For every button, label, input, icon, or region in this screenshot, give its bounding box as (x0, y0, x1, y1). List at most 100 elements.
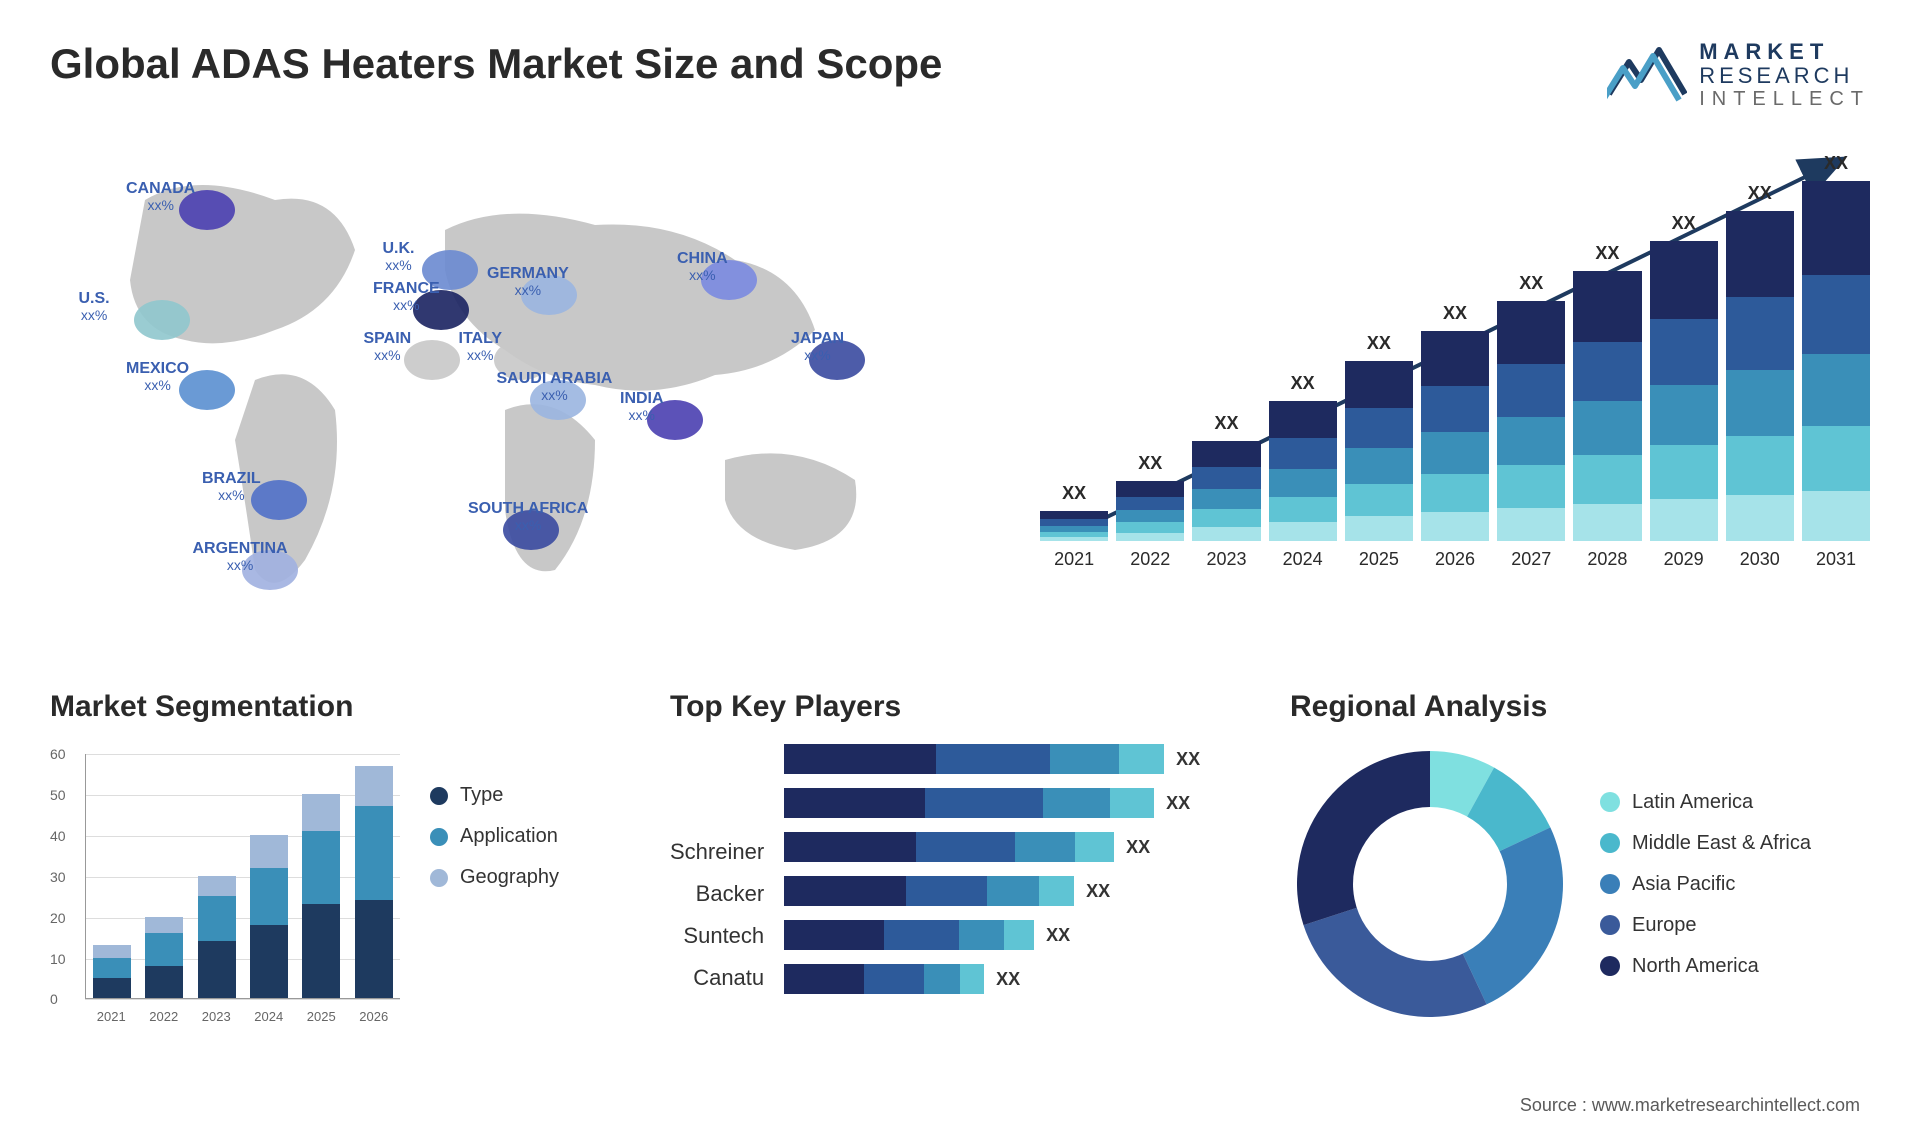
growth-bar-value: XX (1345, 333, 1413, 354)
growth-bar: XX2027 (1497, 301, 1565, 570)
regional-legend-item: North America (1600, 955, 1811, 978)
growth-bar-year: 2031 (1816, 549, 1856, 570)
seg-bar (198, 876, 236, 998)
seg-ytick: 40 (50, 828, 66, 844)
brand-logo: MARKET RESEARCH INTELLECT (1607, 40, 1870, 110)
regional-legend: Latin America Middle East & Africa Asia Pa… (1600, 791, 1811, 978)
regional-legend-item: Middle East & Africa (1600, 832, 1811, 855)
seg-xtick: 2022 (149, 1009, 178, 1024)
key-player-value: XX (1166, 793, 1190, 814)
seg-ytick: 30 (50, 869, 66, 885)
key-player-value: XX (1126, 837, 1150, 858)
regional-donut-chart (1290, 744, 1570, 1024)
key-player-bar: XX (784, 832, 1250, 862)
regional-panel: Regional Analysis Latin AmericaMiddle Ea… (1290, 690, 1870, 1024)
key-player-bar: XX (784, 964, 1250, 994)
top-row: CANADAxx%U.S.xx%MEXICOxx%BRAZILxx%ARGENT… (50, 140, 1870, 640)
segmentation-panel: Market Segmentation 0 10 20 30 40 50 60 2021 20… (50, 690, 630, 1024)
growth-bar: XX2021 (1040, 511, 1108, 570)
seg-ytick: 0 (50, 991, 58, 1007)
seg-legend-item: Application (430, 825, 559, 848)
growth-bar-value: XX (1497, 273, 1565, 294)
seg-xtick: 2021 (97, 1009, 126, 1024)
key-player-name: Backer (696, 881, 764, 907)
regional-legend-item: Europe (1600, 914, 1811, 937)
growth-bar-value: XX (1573, 243, 1641, 264)
growth-bar: XX2030 (1726, 211, 1794, 570)
growth-bar-year: 2029 (1664, 549, 1704, 570)
growth-bar: XX2026 (1421, 331, 1489, 570)
growth-bar-value: XX (1650, 213, 1718, 234)
map-label: SPAINxx% (364, 330, 412, 363)
key-players-names: Schreiner Backer Suntech Canatu (670, 747, 764, 991)
segmentation-legend: Type Application Geography (430, 744, 559, 889)
seg-bar (250, 835, 288, 998)
seg-xtick: 2026 (359, 1009, 388, 1024)
seg-xtick: 2024 (254, 1009, 283, 1024)
logo-text: MARKET RESEARCH INTELLECT (1699, 40, 1870, 110)
key-player-value: XX (1086, 881, 1110, 902)
key-player-name: Suntech (683, 923, 764, 949)
source-attribution: Source : www.marketresearchintellect.com (1520, 1095, 1860, 1116)
growth-bar: XX2029 (1650, 241, 1718, 570)
key-players-title: Top Key Players (670, 690, 1250, 724)
regional-legend-item: Latin America (1600, 791, 1811, 814)
key-player-value: XX (996, 969, 1020, 990)
map-label: MEXICOxx% (126, 360, 189, 393)
growth-bar: XX2024 (1269, 401, 1337, 570)
growth-bar: XX2022 (1116, 481, 1184, 570)
growth-bar-value: XX (1421, 303, 1489, 324)
key-player-name: Canatu (693, 965, 764, 991)
regional-legend-item: Asia Pacific (1600, 873, 1811, 896)
seg-bar (93, 945, 131, 998)
map-label: JAPANxx% (791, 330, 844, 363)
logo-mark-icon (1607, 44, 1687, 107)
growth-bar: XX2025 (1345, 361, 1413, 570)
growth-chart-panel: XX2021XX2022XX2023XX2024XX2025XX2026XX20… (1040, 140, 1870, 640)
logo-line-1: MARKET (1699, 40, 1870, 64)
growth-bar-value: XX (1802, 153, 1870, 174)
key-player-bar: XX (784, 876, 1250, 906)
logo-line-3: INTELLECT (1699, 88, 1870, 110)
seg-ytick: 10 (50, 951, 66, 967)
seg-legend-item: Geography (430, 866, 559, 889)
page-title: Global ADAS Heaters Market Size and Scop… (50, 40, 942, 88)
map-label: BRAZILxx% (202, 470, 261, 503)
header: Global ADAS Heaters Market Size and Scop… (50, 40, 1870, 110)
map-label: CANADAxx% (126, 180, 195, 213)
seg-ytick: 60 (50, 746, 66, 762)
growth-bar: XX2031 (1802, 181, 1870, 570)
growth-bar: XX2028 (1573, 271, 1641, 570)
segmentation-title: Market Segmentation (50, 690, 630, 724)
seg-legend-item: Type (430, 784, 559, 807)
key-player-value: XX (1046, 925, 1070, 946)
map-label: SAUDI ARABIAxx% (497, 370, 613, 403)
growth-bar-year: 2028 (1587, 549, 1627, 570)
seg-bar (355, 766, 393, 999)
key-players-panel: Top Key Players Schreiner Backer Suntech Ca… (670, 690, 1250, 1024)
growth-chart: XX2021XX2022XX2023XX2024XX2025XX2026XX20… (1040, 140, 1870, 600)
world-map-panel: CANADAxx%U.S.xx%MEXICOxx%BRAZILxx%ARGENT… (50, 140, 1000, 640)
growth-bar-year: 2025 (1359, 549, 1399, 570)
map-label: ARGENTINAxx% (193, 540, 288, 573)
seg-bar (302, 794, 340, 998)
growth-bar-value: XX (1040, 483, 1108, 504)
logo-line-2: RESEARCH (1699, 64, 1870, 88)
seg-ytick: 20 (50, 910, 66, 926)
key-player-name: Schreiner (670, 839, 764, 865)
key-player-value: XX (1176, 749, 1200, 770)
segmentation-chart: 0102030405060 202120222023202420252026 (50, 744, 400, 1024)
growth-bar-year: 2023 (1206, 549, 1246, 570)
key-players-bars: XX XX XX XX XX XX (784, 744, 1250, 994)
map-label: INDIAxx% (620, 390, 664, 423)
map-label: ITALYxx% (459, 330, 503, 363)
growth-bar-year: 2022 (1130, 549, 1170, 570)
map-label: U.K.xx% (383, 240, 415, 273)
growth-bar-value: XX (1269, 373, 1337, 394)
growth-bar-value: XX (1116, 453, 1184, 474)
seg-bar (145, 917, 183, 999)
map-label: CHINAxx% (677, 250, 728, 283)
bottom-row: Market Segmentation 0 10 20 30 40 50 60 2021 20… (50, 690, 1870, 1024)
seg-xtick: 2023 (202, 1009, 231, 1024)
seg-ytick: 50 (50, 787, 66, 803)
